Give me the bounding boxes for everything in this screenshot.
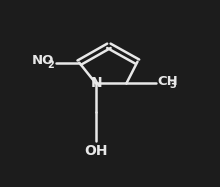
Text: N: N (91, 76, 103, 90)
Text: 2: 2 (47, 60, 54, 70)
Text: NO: NO (31, 54, 54, 67)
Text: 3: 3 (169, 80, 176, 90)
Text: CH: CH (157, 75, 178, 88)
Text: OH: OH (84, 145, 107, 158)
